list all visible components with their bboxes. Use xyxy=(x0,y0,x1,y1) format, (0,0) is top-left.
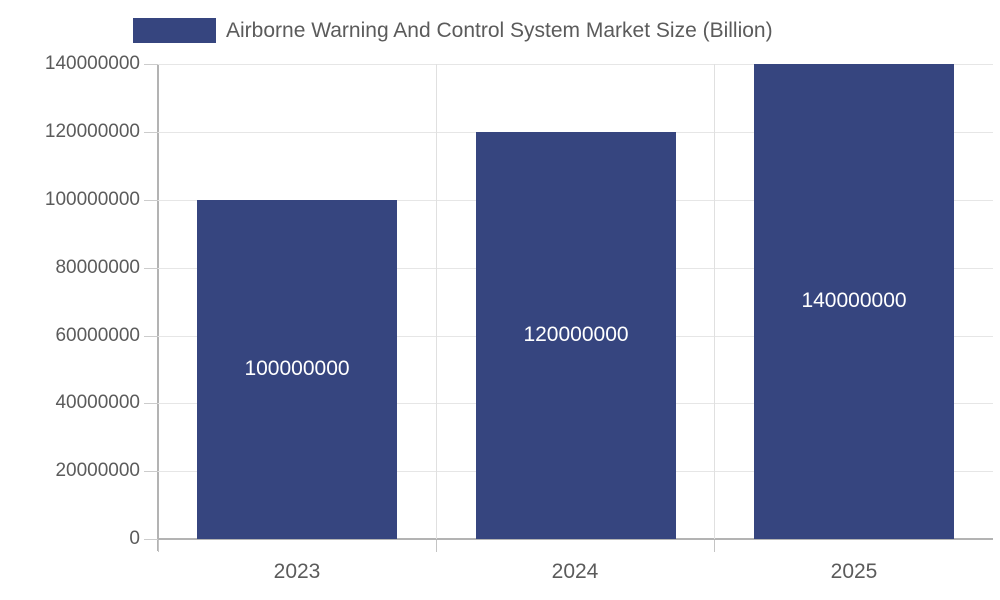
x-axis-tick-start xyxy=(158,540,159,552)
x-axis-tick-2024-2025 xyxy=(714,540,715,552)
legend-label-series-1: Airborne Warning And Control System Mark… xyxy=(226,18,773,42)
x-axis-label-2023: 2023 xyxy=(273,560,321,583)
y-axis-tick-100000000 xyxy=(144,200,158,201)
bar-value-2025: 140000000 xyxy=(801,289,907,312)
y-axis-label-3: 60000000 xyxy=(55,325,140,346)
category-separator-2 xyxy=(714,64,715,539)
y-axis-label-6: 120000000 xyxy=(44,121,140,142)
y-axis-label-5: 100000000 xyxy=(44,189,140,210)
y-axis-tick-80000000 xyxy=(144,268,158,269)
bar-2023[interactable]: 100000000 xyxy=(197,200,397,539)
category-separator-1 xyxy=(436,64,437,539)
plot-area: 100000000 120000000 140000000 xyxy=(158,64,993,539)
x-axis-line xyxy=(158,538,993,540)
bar-2024[interactable]: 120000000 xyxy=(476,132,676,539)
bar-2025[interactable]: 140000000 xyxy=(754,64,954,539)
legend-swatch-series-1 xyxy=(133,17,216,43)
x-axis-label-2024: 2024 xyxy=(551,560,599,583)
y-axis-tick-60000000 xyxy=(144,336,158,337)
y-axis-line xyxy=(157,64,159,551)
y-axis-label-0: 0 xyxy=(129,528,140,549)
y-axis-label-2: 40000000 xyxy=(55,392,140,413)
y-axis-label-4: 80000000 xyxy=(55,257,140,278)
gridline-140000000 xyxy=(158,64,993,65)
y-axis-tick-140000000 xyxy=(144,64,158,65)
x-axis-tick-2023-2024 xyxy=(436,540,437,552)
bar-value-2024: 120000000 xyxy=(523,323,629,346)
y-axis-label-7: 140000000 xyxy=(44,53,140,74)
y-axis-tick-0 xyxy=(144,539,158,540)
x-axis-label-2025: 2025 xyxy=(830,560,878,583)
y-axis-tick-20000000 xyxy=(144,471,158,472)
bar-value-2023: 100000000 xyxy=(244,357,350,380)
chart-legend[interactable]: Airborne Warning And Control System Mark… xyxy=(133,16,773,44)
y-axis-label-1: 20000000 xyxy=(55,460,140,481)
y-axis-tick-40000000 xyxy=(144,403,158,404)
y-axis-tick-120000000 xyxy=(144,132,158,133)
